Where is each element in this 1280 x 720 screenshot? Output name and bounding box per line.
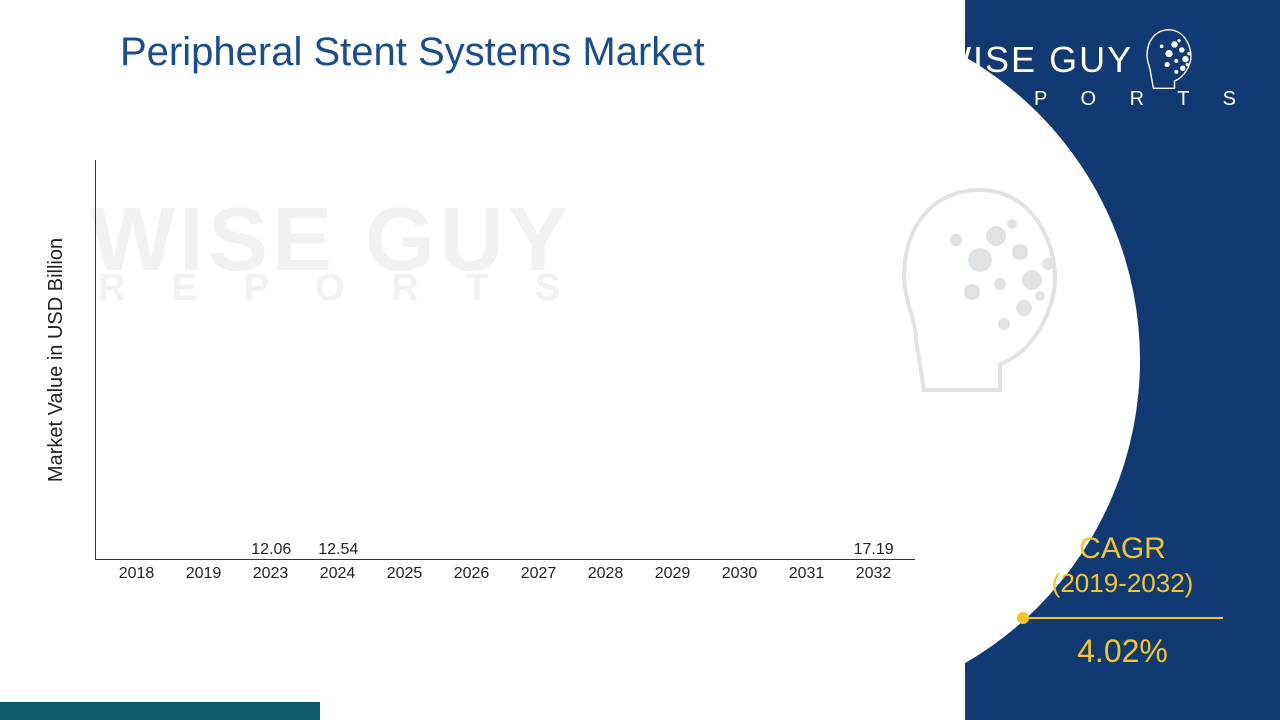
bar-value-label: 12.54 bbox=[305, 541, 372, 559]
x-axis-labels: 2018201920232024202520262027202820292030… bbox=[95, 565, 915, 583]
logo-sub: R E P O R T S bbox=[939, 88, 1250, 111]
page-title: Peripheral Stent Systems Market bbox=[120, 30, 705, 75]
x-tick-label: 2024 bbox=[304, 565, 371, 583]
logo-text: WISE GUY bbox=[937, 39, 1133, 81]
x-tick-label: 2028 bbox=[572, 565, 639, 583]
bar-value-label: 12.06 bbox=[238, 541, 305, 559]
cagr-block: CAGR (2019-2032) 4.02% bbox=[995, 532, 1250, 670]
cagr-divider bbox=[1023, 617, 1223, 619]
x-tick-label: 2023 bbox=[237, 565, 304, 583]
head-icon bbox=[1141, 28, 1197, 92]
x-tick-label: 2019 bbox=[170, 565, 237, 583]
bars-container: 12.0612.54 17.19 bbox=[96, 160, 915, 559]
cagr-years: (2019-2032) bbox=[995, 568, 1250, 599]
logo: WISE GUY R E P O R T S bbox=[937, 28, 1250, 111]
logo-main: WISE GUY bbox=[937, 28, 1250, 92]
cagr-value: 4.02% bbox=[995, 633, 1250, 670]
x-tick-label: 2027 bbox=[505, 565, 572, 583]
plot-area: 12.0612.54 17.19 bbox=[95, 160, 915, 560]
x-tick-label: 2026 bbox=[438, 565, 505, 583]
bar-value-label: 17.19 bbox=[840, 541, 907, 559]
x-tick-label: 2030 bbox=[706, 565, 773, 583]
cagr-label: CAGR bbox=[995, 532, 1250, 566]
bar-chart: Market Value in USD Billion 12.0612.5417… bbox=[55, 160, 915, 610]
x-tick-label: 2025 bbox=[371, 565, 438, 583]
x-tick-label: 2031 bbox=[773, 565, 840, 583]
y-axis-label: Market Value in USD Billion bbox=[45, 238, 68, 482]
x-tick-label: 2032 bbox=[840, 565, 907, 583]
x-tick-label: 2029 bbox=[639, 565, 706, 583]
x-tick-label: 2018 bbox=[103, 565, 170, 583]
bottom-accent-bar bbox=[0, 702, 320, 720]
